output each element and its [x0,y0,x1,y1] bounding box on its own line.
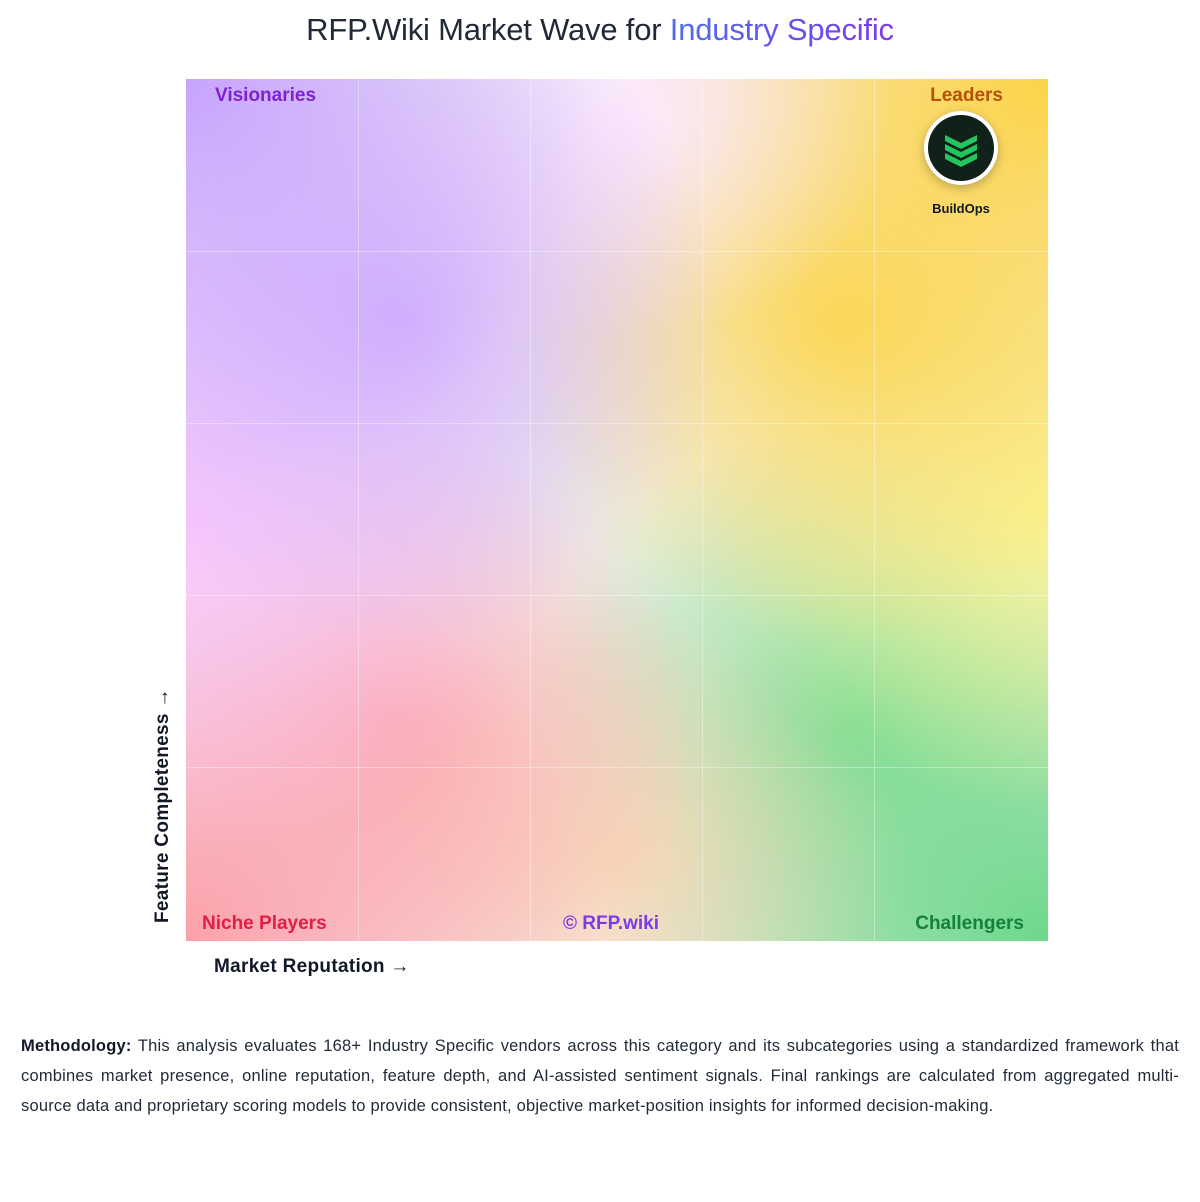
vendor-name: BuildOps [932,201,990,216]
vendor-logo[interactable] [924,111,998,185]
title-prefix: RFP.Wiki Market Wave for [306,12,662,47]
methodology-text: This analysis evaluates 168+ Industry Sp… [21,1037,1179,1115]
grid-line [186,251,1048,252]
quadrant-label-niche-players: Niche Players [202,913,327,934]
grid-line [358,79,359,941]
chart-gradient-background [186,79,1048,941]
page-title: RFP.Wiki Market Wave for Industry Specif… [0,12,1200,48]
quadrant-label-visionaries: Visionaries [215,85,317,106]
quadrant-label-leaders: Leaders [930,85,1003,106]
methodology-label: Methodology: [21,1037,132,1055]
quadrant-label-challengers: Challengers [915,913,1024,934]
grid-line [186,767,1048,768]
title-highlight: Industry Specific [669,12,894,47]
grid-line [186,595,1048,596]
market-wave-chart: Visionaries Leaders Niche Players Challe… [186,79,1048,941]
grid-line [874,79,875,941]
grid-line [702,79,703,941]
y-axis-label: Feature Completeness → [152,688,173,923]
buildops-chevron-stack-icon [928,115,994,181]
copyright-watermark: © RFP.wiki [563,913,660,934]
methodology-paragraph: Methodology: This analysis evaluates 168… [21,1031,1179,1121]
grid-line [186,423,1048,424]
grid-line [530,79,531,941]
x-axis-label: Market Reputation → [214,956,410,977]
vendor-marker-buildops[interactable]: BuildOps [919,111,1003,216]
